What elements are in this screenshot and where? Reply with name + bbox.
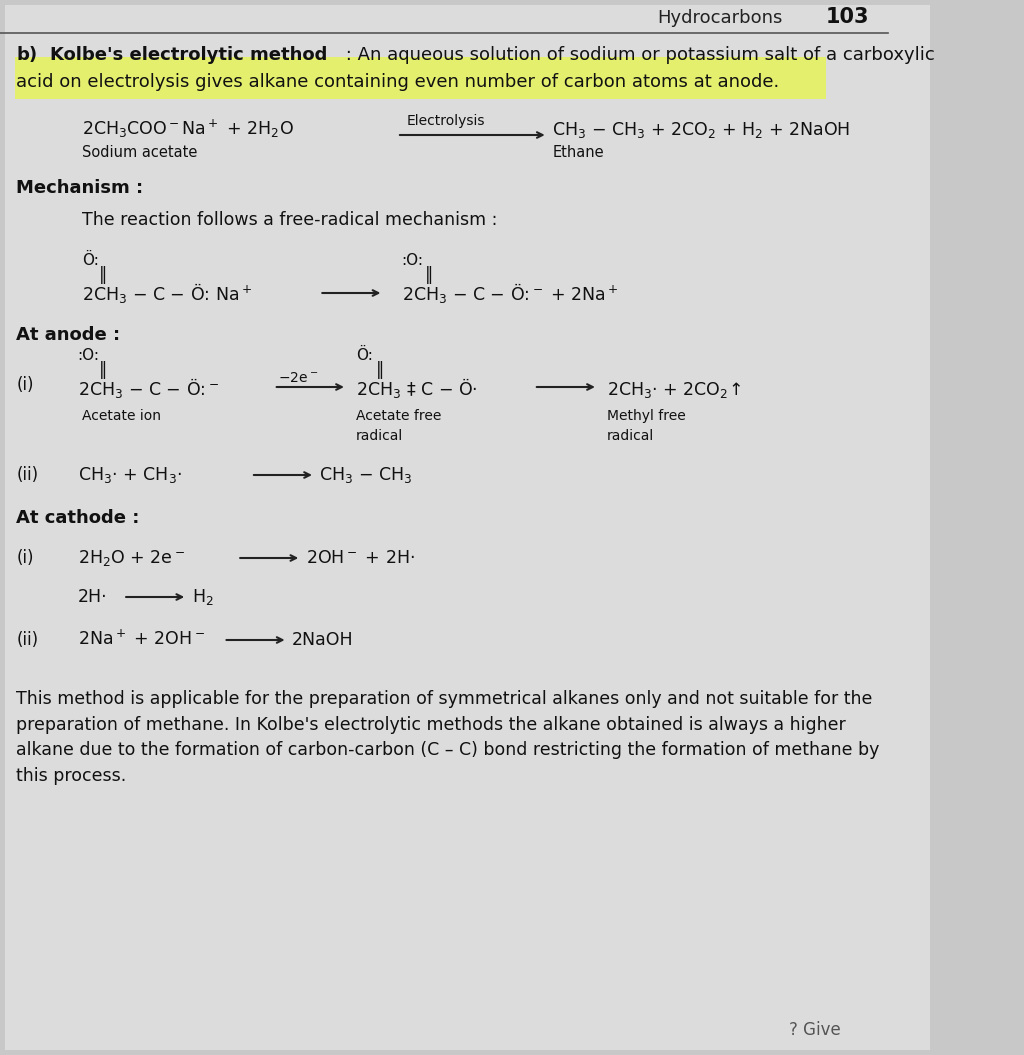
Text: 2CH$_3$ $-$ C $-$ Ö:$^-$: 2CH$_3$ $-$ C $-$ Ö:$^-$ [78,376,218,400]
Text: (i): (i) [16,376,34,394]
Text: 2H·: 2H· [78,588,108,606]
Text: 2CH$_3$ ‡ C $-$ Ö·: 2CH$_3$ ‡ C $-$ Ö· [356,376,477,400]
Text: 2OH$^-$ + 2H·: 2OH$^-$ + 2H· [306,549,415,567]
Text: ‖: ‖ [424,266,432,284]
Text: Ethane: Ethane [552,145,604,160]
Text: (i): (i) [16,549,34,567]
Text: 2NaOH: 2NaOH [292,631,353,649]
FancyBboxPatch shape [4,5,930,1050]
Text: At cathode :: At cathode : [16,509,140,528]
Text: CH$_3$ $-$ CH$_3$ + 2CO$_2$ + H$_2$ + 2NaOH: CH$_3$ $-$ CH$_3$ + 2CO$_2$ + H$_2$ + 2N… [552,120,850,140]
Text: (ii): (ii) [16,466,39,484]
Text: Kolbe's electrolytic method: Kolbe's electrolytic method [50,46,328,64]
Text: :O:: :O: [401,253,424,268]
Text: (ii): (ii) [16,631,39,649]
Text: acid on electrolysis gives alkane containing even number of carbon atoms at anod: acid on electrolysis gives alkane contai… [16,73,779,91]
Text: radical: radical [607,429,654,443]
Text: : An aqueous solution of sodium or potassium salt of a carboxylic: : An aqueous solution of sodium or potas… [340,46,934,64]
Text: Electrolysis: Electrolysis [407,114,484,128]
Text: At anode :: At anode : [16,326,121,344]
Text: 2CH$_3$ $-$ C $-$ Ö:$^-$ + 2Na$^+$: 2CH$_3$ $-$ C $-$ Ö:$^-$ + 2Na$^+$ [401,281,618,305]
Text: Ö:: Ö: [356,348,373,363]
Text: The reaction follows a free-radical mechanism :: The reaction follows a free-radical mech… [82,211,498,229]
Text: ? Give: ? Give [684,1021,842,1039]
Text: Mechanism :: Mechanism : [16,179,143,197]
Text: 2Na$^+$ + 2OH$^-$: 2Na$^+$ + 2OH$^-$ [78,630,205,649]
Text: ‖: ‖ [98,361,106,379]
Text: 2CH$_3$· + 2CO$_2$↑: 2CH$_3$· + 2CO$_2$↑ [607,380,741,400]
FancyBboxPatch shape [14,57,826,99]
Text: This method is applicable for the preparation of symmetrical alkanes only and no: This method is applicable for the prepar… [16,690,880,785]
Text: Methyl free: Methyl free [607,409,686,423]
Text: CH$_3$ $-$ CH$_3$: CH$_3$ $-$ CH$_3$ [319,465,413,485]
Text: H$_2$: H$_2$ [191,587,213,607]
Text: :O:: :O: [78,348,99,363]
Text: 103: 103 [826,7,869,27]
Text: 2CH$_3$ $-$ C $-$ Ö: Na$^+$: 2CH$_3$ $-$ C $-$ Ö: Na$^+$ [82,281,252,305]
Text: b): b) [16,46,38,64]
Text: 2CH$_3$COO$^-$Na$^+$ + 2H$_2$O: 2CH$_3$COO$^-$Na$^+$ + 2H$_2$O [82,118,294,140]
Text: ‖: ‖ [376,361,384,379]
Text: Sodium acetate: Sodium acetate [82,145,198,160]
Text: 2H$_2$O + 2e$^-$: 2H$_2$O + 2e$^-$ [78,548,184,568]
Text: CH$_3$· + CH$_3$·: CH$_3$· + CH$_3$· [78,465,181,485]
Text: radical: radical [356,429,403,443]
Text: $-$2e$^-$: $-$2e$^-$ [279,371,318,385]
Text: Hydrocarbons: Hydrocarbons [657,9,782,27]
Text: Acetate ion: Acetate ion [82,409,161,423]
Text: ‖: ‖ [98,266,106,284]
Text: Ö:: Ö: [82,253,99,268]
Text: Acetate free: Acetate free [356,409,441,423]
